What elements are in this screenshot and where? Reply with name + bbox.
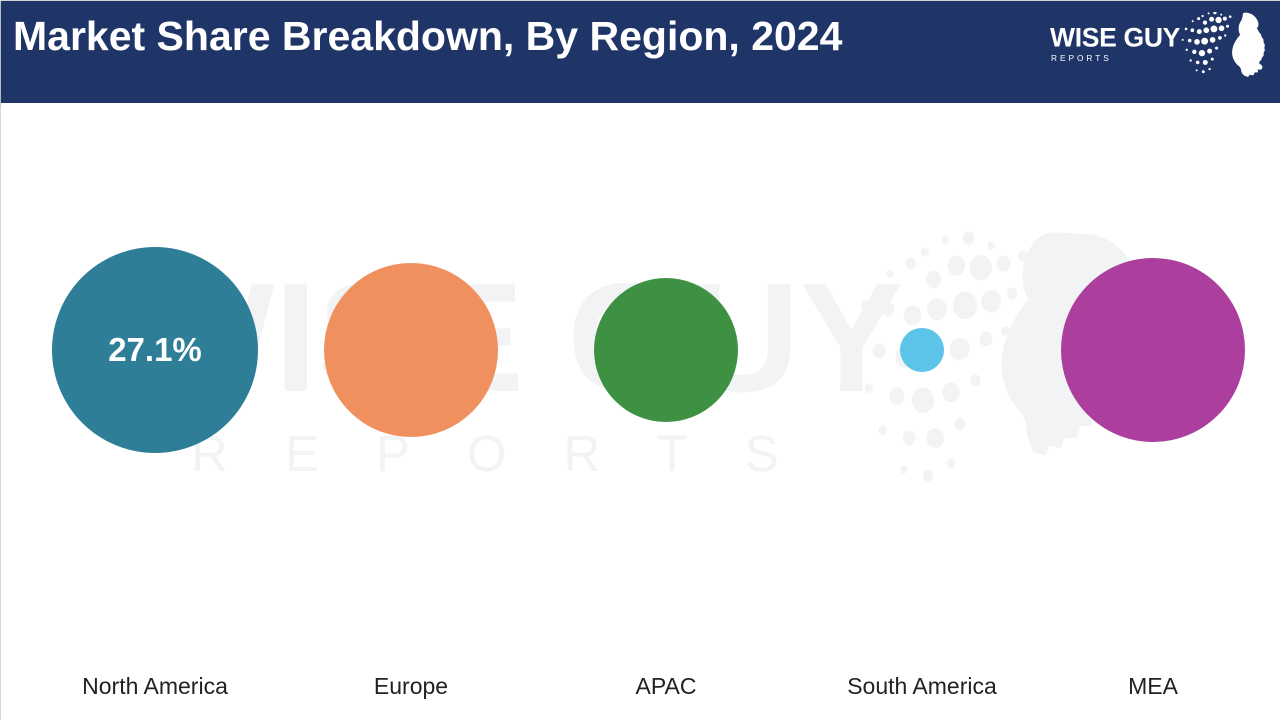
svg-text:REPORTS: REPORTS bbox=[191, 425, 836, 482]
svg-text:REPORTS: REPORTS bbox=[1051, 53, 1112, 63]
svg-text:WISE GUY: WISE GUY bbox=[1050, 23, 1181, 53]
